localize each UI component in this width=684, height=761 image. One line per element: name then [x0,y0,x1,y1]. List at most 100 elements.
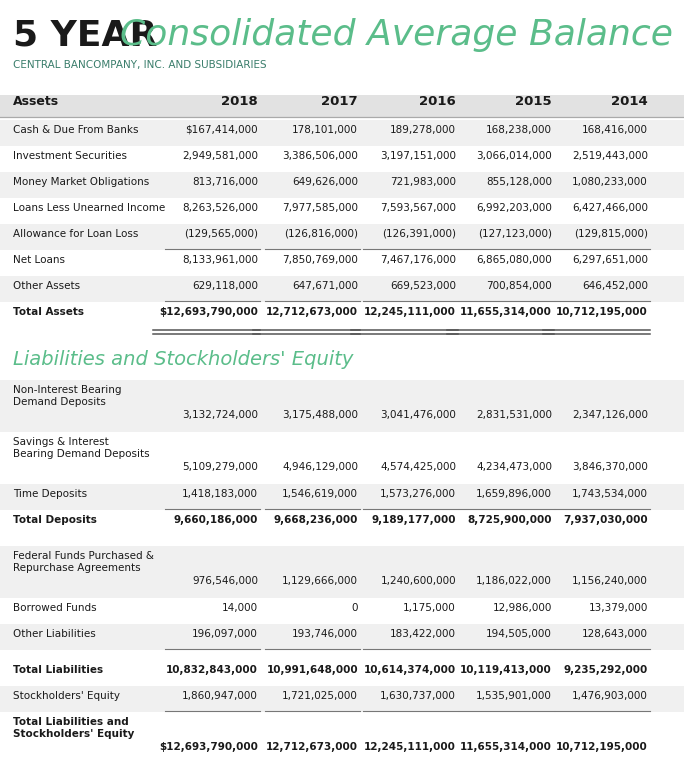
Text: 6,992,203,000: 6,992,203,000 [476,203,552,213]
Text: 8,725,900,000: 8,725,900,000 [467,515,552,525]
Text: 3,197,151,000: 3,197,151,000 [380,151,456,161]
Text: Borrowed Funds: Borrowed Funds [13,603,96,613]
Text: 1,630,737,000: 1,630,737,000 [380,691,456,701]
Text: Savings & Interest
Bearing Demand Deposits: Savings & Interest Bearing Demand Deposi… [13,437,150,459]
Text: 10,712,195,000: 10,712,195,000 [556,307,648,317]
Text: 700,854,000: 700,854,000 [486,281,552,291]
Text: 1,659,896,000: 1,659,896,000 [476,489,552,499]
Text: 1,573,276,000: 1,573,276,000 [380,489,456,499]
Text: 10,991,648,000: 10,991,648,000 [266,665,358,675]
Bar [0,686,684,712]
Text: Federal Funds Purchased &
Repurchase Agreements: Federal Funds Purchased & Repurchase Agr… [13,551,154,572]
Text: 8,263,526,000: 8,263,526,000 [182,203,258,213]
Text: Other Liabilities: Other Liabilities [13,629,96,639]
Text: 12,986,000: 12,986,000 [492,603,552,613]
Text: 2015: 2015 [515,95,552,108]
Text: 5 YEAR: 5 YEAR [13,18,170,52]
Text: 646,452,000: 646,452,000 [582,281,648,291]
Text: 813,716,000: 813,716,000 [192,177,258,187]
Text: 0: 0 [352,603,358,613]
Text: 629,118,000: 629,118,000 [192,281,258,291]
Text: 1,418,183,000: 1,418,183,000 [182,489,258,499]
Text: 1,743,534,000: 1,743,534,000 [572,489,648,499]
Text: Cash & Due From Banks: Cash & Due From Banks [13,125,138,135]
Text: Consolidated Average Balance Sheet: Consolidated Average Balance Sheet [120,18,684,52]
Text: 12,712,673,000: 12,712,673,000 [266,742,358,752]
Text: Liabilities and Stockholders' Equity: Liabilities and Stockholders' Equity [13,350,354,369]
Text: 168,238,000: 168,238,000 [486,125,552,135]
Text: 1,080,233,000: 1,080,233,000 [573,177,648,187]
Text: 2,347,126,000: 2,347,126,000 [572,410,648,420]
Text: 2017: 2017 [321,95,358,108]
Text: 1,860,947,000: 1,860,947,000 [182,691,258,701]
Text: $12,693,790,000: $12,693,790,000 [159,742,258,752]
Text: 168,416,000: 168,416,000 [582,125,648,135]
Text: 2,949,581,000: 2,949,581,000 [182,151,258,161]
Text: 10,614,374,000: 10,614,374,000 [364,665,456,675]
Text: $12,693,790,000: $12,693,790,000 [159,307,258,317]
Text: 3,846,370,000: 3,846,370,000 [572,462,648,472]
Text: 178,101,000: 178,101,000 [292,125,358,135]
Text: 1,546,619,000: 1,546,619,000 [282,489,358,499]
Bar [0,172,684,198]
Text: 1,721,025,000: 1,721,025,000 [282,691,358,701]
Text: Time Deposits: Time Deposits [13,489,87,499]
Bar [0,95,684,117]
Text: 4,234,473,000: 4,234,473,000 [476,462,552,472]
Text: 183,422,000: 183,422,000 [390,629,456,639]
Text: 10,832,843,000: 10,832,843,000 [166,665,258,675]
Text: Non-Interest Bearing
Demand Deposits: Non-Interest Bearing Demand Deposits [13,385,122,406]
Text: Total Liabilities: Total Liabilities [13,665,103,675]
Text: 7,977,585,000: 7,977,585,000 [282,203,358,213]
Text: (127,123,000): (127,123,000) [478,229,552,239]
Text: 10,119,413,000: 10,119,413,000 [460,665,552,675]
Text: 11,655,314,000: 11,655,314,000 [460,307,552,317]
Text: 128,643,000: 128,643,000 [582,629,648,639]
Text: (129,815,000): (129,815,000) [574,229,648,239]
Text: Total Liabilities and
Stockholders' Equity: Total Liabilities and Stockholders' Equi… [13,717,134,739]
Text: 1,535,901,000: 1,535,901,000 [476,691,552,701]
Text: 12,245,111,000: 12,245,111,000 [364,307,456,317]
Text: 1,240,600,000: 1,240,600,000 [380,576,456,586]
Text: 1,186,022,000: 1,186,022,000 [476,576,552,586]
Bar [0,380,684,432]
Text: 5,109,279,000: 5,109,279,000 [182,462,258,472]
Text: 6,297,651,000: 6,297,651,000 [572,255,648,265]
Text: 3,041,476,000: 3,041,476,000 [380,410,456,420]
Text: Allowance for Loan Loss: Allowance for Loan Loss [13,229,138,239]
Text: 7,593,567,000: 7,593,567,000 [380,203,456,213]
Text: 1,175,000: 1,175,000 [404,603,456,613]
Text: 855,128,000: 855,128,000 [486,177,552,187]
Text: $167,414,000: $167,414,000 [185,125,258,135]
Text: Stockholders' Equity: Stockholders' Equity [13,691,120,701]
Bar [0,624,684,650]
Text: 3,132,724,000: 3,132,724,000 [182,410,258,420]
Text: 647,671,000: 647,671,000 [292,281,358,291]
Text: 1,129,666,000: 1,129,666,000 [282,576,358,586]
Text: 9,189,177,000: 9,189,177,000 [371,515,456,525]
Text: Net Loans: Net Loans [13,255,65,265]
Bar [0,120,684,146]
Text: 2,519,443,000: 2,519,443,000 [572,151,648,161]
Text: 10,712,195,000: 10,712,195,000 [556,742,648,752]
Text: Assets: Assets [13,95,59,108]
Text: Loans Less Unearned Income: Loans Less Unearned Income [13,203,166,213]
Text: 7,937,030,000: 7,937,030,000 [564,515,648,525]
Text: 7,850,769,000: 7,850,769,000 [282,255,358,265]
Bar [0,224,684,250]
Text: 976,546,000: 976,546,000 [192,576,258,586]
Text: Total Assets: Total Assets [13,307,84,317]
Text: 14,000: 14,000 [222,603,258,613]
Text: 649,626,000: 649,626,000 [292,177,358,187]
Text: 7,467,176,000: 7,467,176,000 [380,255,456,265]
Text: 8,133,961,000: 8,133,961,000 [182,255,258,265]
Bar [0,484,684,510]
Text: 3,066,014,000: 3,066,014,000 [476,151,552,161]
Text: 6,865,080,000: 6,865,080,000 [476,255,552,265]
Text: 196,097,000: 196,097,000 [192,629,258,639]
Text: 1,156,240,000: 1,156,240,000 [572,576,648,586]
Text: 6,427,466,000: 6,427,466,000 [572,203,648,213]
Text: 669,523,000: 669,523,000 [390,281,456,291]
Text: 12,712,673,000: 12,712,673,000 [266,307,358,317]
Text: 11,655,314,000: 11,655,314,000 [460,742,552,752]
